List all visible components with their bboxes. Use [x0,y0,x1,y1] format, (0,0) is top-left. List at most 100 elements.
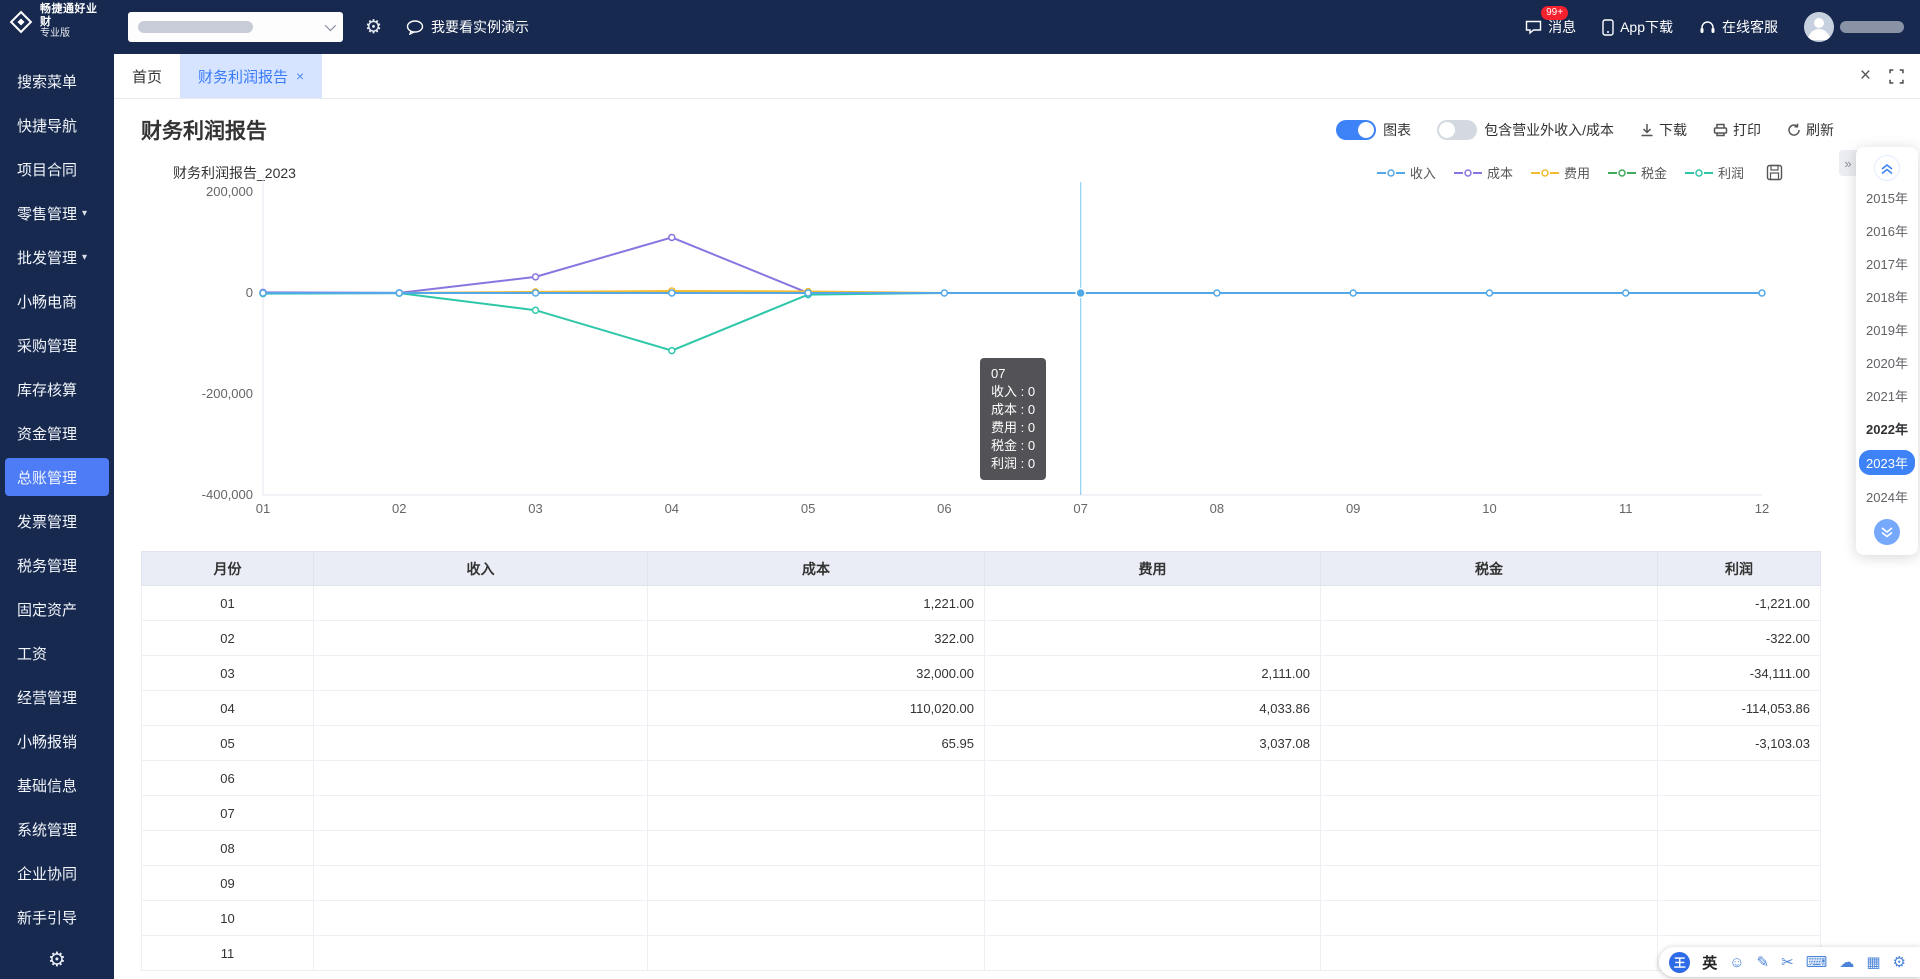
table-cell [1320,830,1658,866]
table-cell [1657,795,1821,831]
app-logo: 畅捷通好业财 专业版 [0,0,114,43]
printer-icon [1713,123,1728,137]
pen-icon[interactable]: ✎ [1756,953,1770,971]
year-item[interactable]: 2019年 [1866,323,1908,338]
legend-item[interactable]: 费用 [1530,163,1590,182]
chart-toggle-switch[interactable] [1336,120,1377,140]
year-item[interactable]: 2022年 [1866,422,1908,437]
year-item[interactable]: 2018年 [1866,290,1908,305]
table-cell [1320,935,1658,971]
table-cell [1657,865,1821,901]
scissors-icon[interactable]: ✂ [1781,953,1794,971]
legend-item[interactable]: 税金 [1607,163,1667,182]
headset-icon [1700,21,1715,33]
sidebar-item[interactable]: 经营管理 [17,689,78,707]
table-row[interactable]: 08 [141,830,1821,866]
table-row[interactable]: 10 [141,900,1821,936]
save-image-icon[interactable] [1766,164,1783,181]
demo-button[interactable]: 我要看实例演示 [406,17,529,37]
ime-logo-icon[interactable]: 王 [1669,951,1691,973]
org-selector-dropdown[interactable] [128,12,343,42]
sidebar-item[interactable]: 固定资产 [17,601,78,619]
table-row[interactable]: 03 32,000.00 2,111.00 -34,111.00 [141,655,1821,691]
sidebar-item[interactable]: 工资 [17,645,48,663]
refresh-button[interactable]: 刷新 [1787,120,1834,140]
keyboard-icon[interactable]: ⌨ [1805,953,1828,971]
sidebar-item[interactable]: 小畅电商 [17,293,78,311]
sidebar-item[interactable]: 税务管理 [17,557,78,575]
sidebar-item[interactable]: 库存核算 [17,381,78,399]
year-item[interactable]: 2020年 [1866,356,1908,371]
sidebar-item[interactable]: 发票管理 [17,513,78,531]
table-cell [984,865,1321,901]
legend-label: 税金 [1640,166,1667,181]
table-row[interactable]: 09 [141,865,1821,901]
chart-toggle[interactable]: 图表 [1336,120,1411,140]
nonop-toggle-switch[interactable] [1437,120,1478,140]
table-cell [1320,620,1658,656]
tab-active[interactable]: 财务利润报告 × [180,54,323,98]
legend-item[interactable]: 成本 [1453,163,1513,182]
sidebar-item[interactable]: 系统管理 [17,821,78,839]
sidebar-item[interactable]: 项目合同 [17,161,78,179]
chart-title: 财务利润报告_2023 [173,165,296,181]
grid-icon[interactable]: ▦ [1866,953,1881,971]
download-button[interactable]: 下载 [1640,120,1687,140]
gear-icon[interactable]: ⚙ [1892,953,1906,971]
app-download-button[interactable]: App下载 [1602,17,1673,37]
sidebar-item[interactable]: 采购管理 [17,337,78,355]
table-row[interactable]: 06 [141,760,1821,796]
cloud-icon[interactable]: ☁ [1839,953,1855,971]
legend-item[interactable]: 利润 [1684,163,1744,182]
close-all-tabs-icon[interactable]: × [1859,65,1871,86]
refresh-icon [1788,123,1800,136]
sidebar-item[interactable]: 企业协同 [17,865,78,883]
sidebar-item[interactable]: 小畅报销 [17,733,78,751]
sidebar-item[interactable]: 新手引导 [17,909,78,927]
svg-text:200,000: 200,000 [206,184,253,199]
year-item[interactable]: 2016年 [1866,224,1908,239]
year-panel-up-icon[interactable] [1874,155,1900,181]
tab-item[interactable]: 首页 [114,54,180,98]
table-row[interactable]: 05 65.95 3,037.08 -3,103.03 [141,725,1821,761]
table-cell: 4,033.86 [984,690,1321,726]
fullscreen-icon[interactable] [1889,68,1904,84]
table-row[interactable]: 07 [141,795,1821,831]
table-row[interactable]: 02 322.00 -322.00 [141,620,1821,656]
year-item[interactable]: 2021年 [1866,389,1908,404]
sidebar-item[interactable]: 搜索菜单 [17,73,78,91]
sidebar-item[interactable]: 基础信息 [17,777,78,795]
year-item[interactable]: 2024年 [1866,490,1908,505]
year-panel-down-icon[interactable] [1874,519,1900,545]
sidebar-item[interactable]: 零售管理 ▾ [17,205,88,223]
table-row[interactable]: 04 110,020.00 4,033.86 -114,053.86 [141,690,1821,726]
year-item[interactable]: 2017年 [1866,257,1908,272]
sidebar-item[interactable]: 快捷导航 [17,117,78,135]
online-service-button[interactable]: 在线客服 [1699,17,1778,37]
svg-text:09: 09 [1346,501,1360,516]
sidebar-item[interactable]: 总账管理 [5,458,109,497]
table-column-header: 月份 [141,551,314,586]
year-panel-collapse-handle[interactable]: » [1839,150,1857,176]
nonop-toggle[interactable]: 包含营业外收入/成本 [1437,120,1614,140]
tab-close-icon[interactable]: × [296,68,305,84]
sidebar-gear-icon[interactable]: ⚙ [48,948,66,971]
year-item[interactable]: 2015年 [1866,191,1908,206]
user-account[interactable] [1804,12,1904,42]
table-row[interactable]: 11 [141,935,1821,971]
table-cell: 05 [141,725,314,761]
messages-button[interactable]: 消息 99+ [1525,6,1576,37]
table-cell: 01 [141,585,314,621]
print-button[interactable]: 打印 [1713,120,1761,140]
settings-gear-icon[interactable]: ⚙ [365,16,383,38]
tabs-container: 首页 财务利润报告 × [114,54,323,98]
emoji-icon[interactable]: ☺ [1729,953,1745,971]
year-item[interactable]: 2023年 [1859,450,1915,475]
legend-item[interactable]: 收入 [1376,163,1436,182]
sidebar-item[interactable]: 资金管理 [17,425,78,443]
table-row[interactable]: 01 1,221.00 -1,221.00 [141,585,1821,621]
ime-language-indicator[interactable]: 英 [1702,954,1718,972]
table-column-header: 成本 [647,551,985,586]
sidebar-item[interactable]: 批发管理 ▾ [17,249,88,267]
